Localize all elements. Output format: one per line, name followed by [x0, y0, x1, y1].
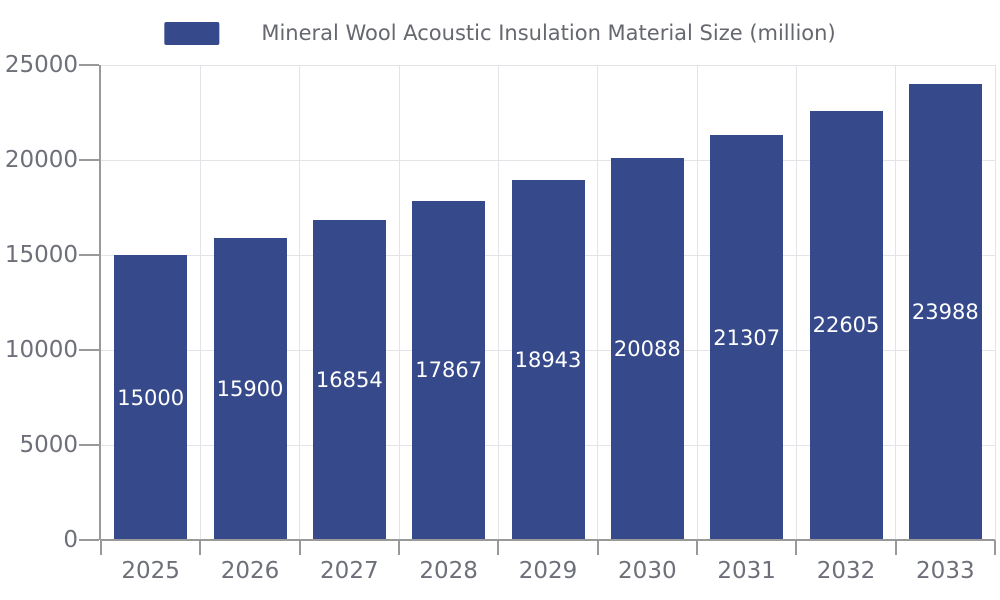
- y-axis-tick: [79, 159, 99, 161]
- gridline-vertical: [299, 65, 301, 540]
- bar-value-label: 23988: [911, 300, 979, 325]
- x-axis-line: [101, 539, 995, 541]
- bar-value-label: 15900: [216, 376, 284, 401]
- x-axis-tick: [298, 540, 301, 555]
- x-axis-tick: [894, 540, 897, 555]
- bar-2032[interactable]: [809, 110, 883, 540]
- bar-2031[interactable]: [710, 135, 784, 540]
- y-tick-label: 25000: [4, 52, 78, 78]
- bar-2026[interactable]: [213, 237, 287, 540]
- bar-2029[interactable]: [511, 180, 585, 540]
- y-axis-line: [99, 65, 101, 540]
- x-axis-tick: [994, 540, 996, 555]
- bar-value-label: 18943: [514, 348, 582, 373]
- gridline-vertical: [696, 65, 698, 540]
- bar-value-label: 22605: [812, 313, 880, 338]
- y-tick-label: 0: [63, 527, 78, 553]
- x-axis-tick: [199, 540, 202, 555]
- legend-swatch: [164, 21, 220, 45]
- bar-2033[interactable]: [908, 84, 982, 540]
- gridline-vertical: [497, 65, 499, 540]
- bar-value-label: 21307: [713, 325, 781, 350]
- gridline-vertical: [795, 65, 797, 540]
- y-axis-tick: [79, 64, 99, 66]
- gridline-vertical: [199, 65, 201, 540]
- y-tick-label: 20000: [4, 147, 78, 173]
- legend-label: Mineral Wool Acoustic Insulation Materia…: [261, 21, 836, 45]
- y-axis-tick: [79, 349, 99, 351]
- x-axis-tick: [696, 540, 698, 555]
- x-tick-label-2027: 2027: [320, 558, 379, 584]
- bar-2030[interactable]: [610, 158, 684, 540]
- y-tick-label: 10000: [4, 337, 78, 363]
- gridline-horizontal: [101, 64, 995, 66]
- gridline-horizontal: [101, 159, 995, 161]
- x-axis-tick: [100, 540, 102, 555]
- bar-value-label: 17867: [415, 358, 483, 383]
- x-axis-tick: [596, 540, 599, 555]
- x-tick-label-2033: 2033: [916, 558, 975, 584]
- x-axis-tick: [497, 540, 500, 555]
- x-axis-tick: [795, 540, 798, 555]
- bar-value-label: 15000: [117, 385, 185, 410]
- y-axis-tick: [79, 444, 99, 446]
- x-tick-label-2030: 2030: [618, 558, 677, 584]
- x-tick-label-2029: 2029: [518, 558, 578, 584]
- x-tick-label-2028: 2028: [419, 558, 478, 584]
- bar-value-label: 20088: [613, 337, 681, 362]
- gridline-vertical: [994, 65, 996, 540]
- x-axis-tick: [398, 540, 400, 555]
- bar-2028[interactable]: [412, 200, 486, 540]
- bar-2025[interactable]: [114, 255, 188, 540]
- x-tick-label-2026: 2026: [220, 558, 280, 584]
- x-tick-label-2025: 2025: [121, 558, 180, 584]
- bar-value-label: 16854: [315, 367, 383, 392]
- gridline-vertical: [597, 65, 599, 540]
- legend[interactable]: Mineral Wool Acoustic Insulation Materia…: [164, 21, 836, 45]
- x-tick-label-2031: 2031: [717, 558, 776, 584]
- gridline-vertical: [398, 65, 400, 540]
- gridline-vertical: [895, 65, 897, 540]
- y-axis-tick: [79, 539, 99, 541]
- x-tick-label-2032: 2032: [816, 558, 876, 584]
- y-axis-tick: [79, 254, 99, 256]
- y-tick-label: 5000: [19, 432, 78, 458]
- bar-2027[interactable]: [312, 219, 386, 540]
- y-tick-label: 15000: [4, 242, 78, 268]
